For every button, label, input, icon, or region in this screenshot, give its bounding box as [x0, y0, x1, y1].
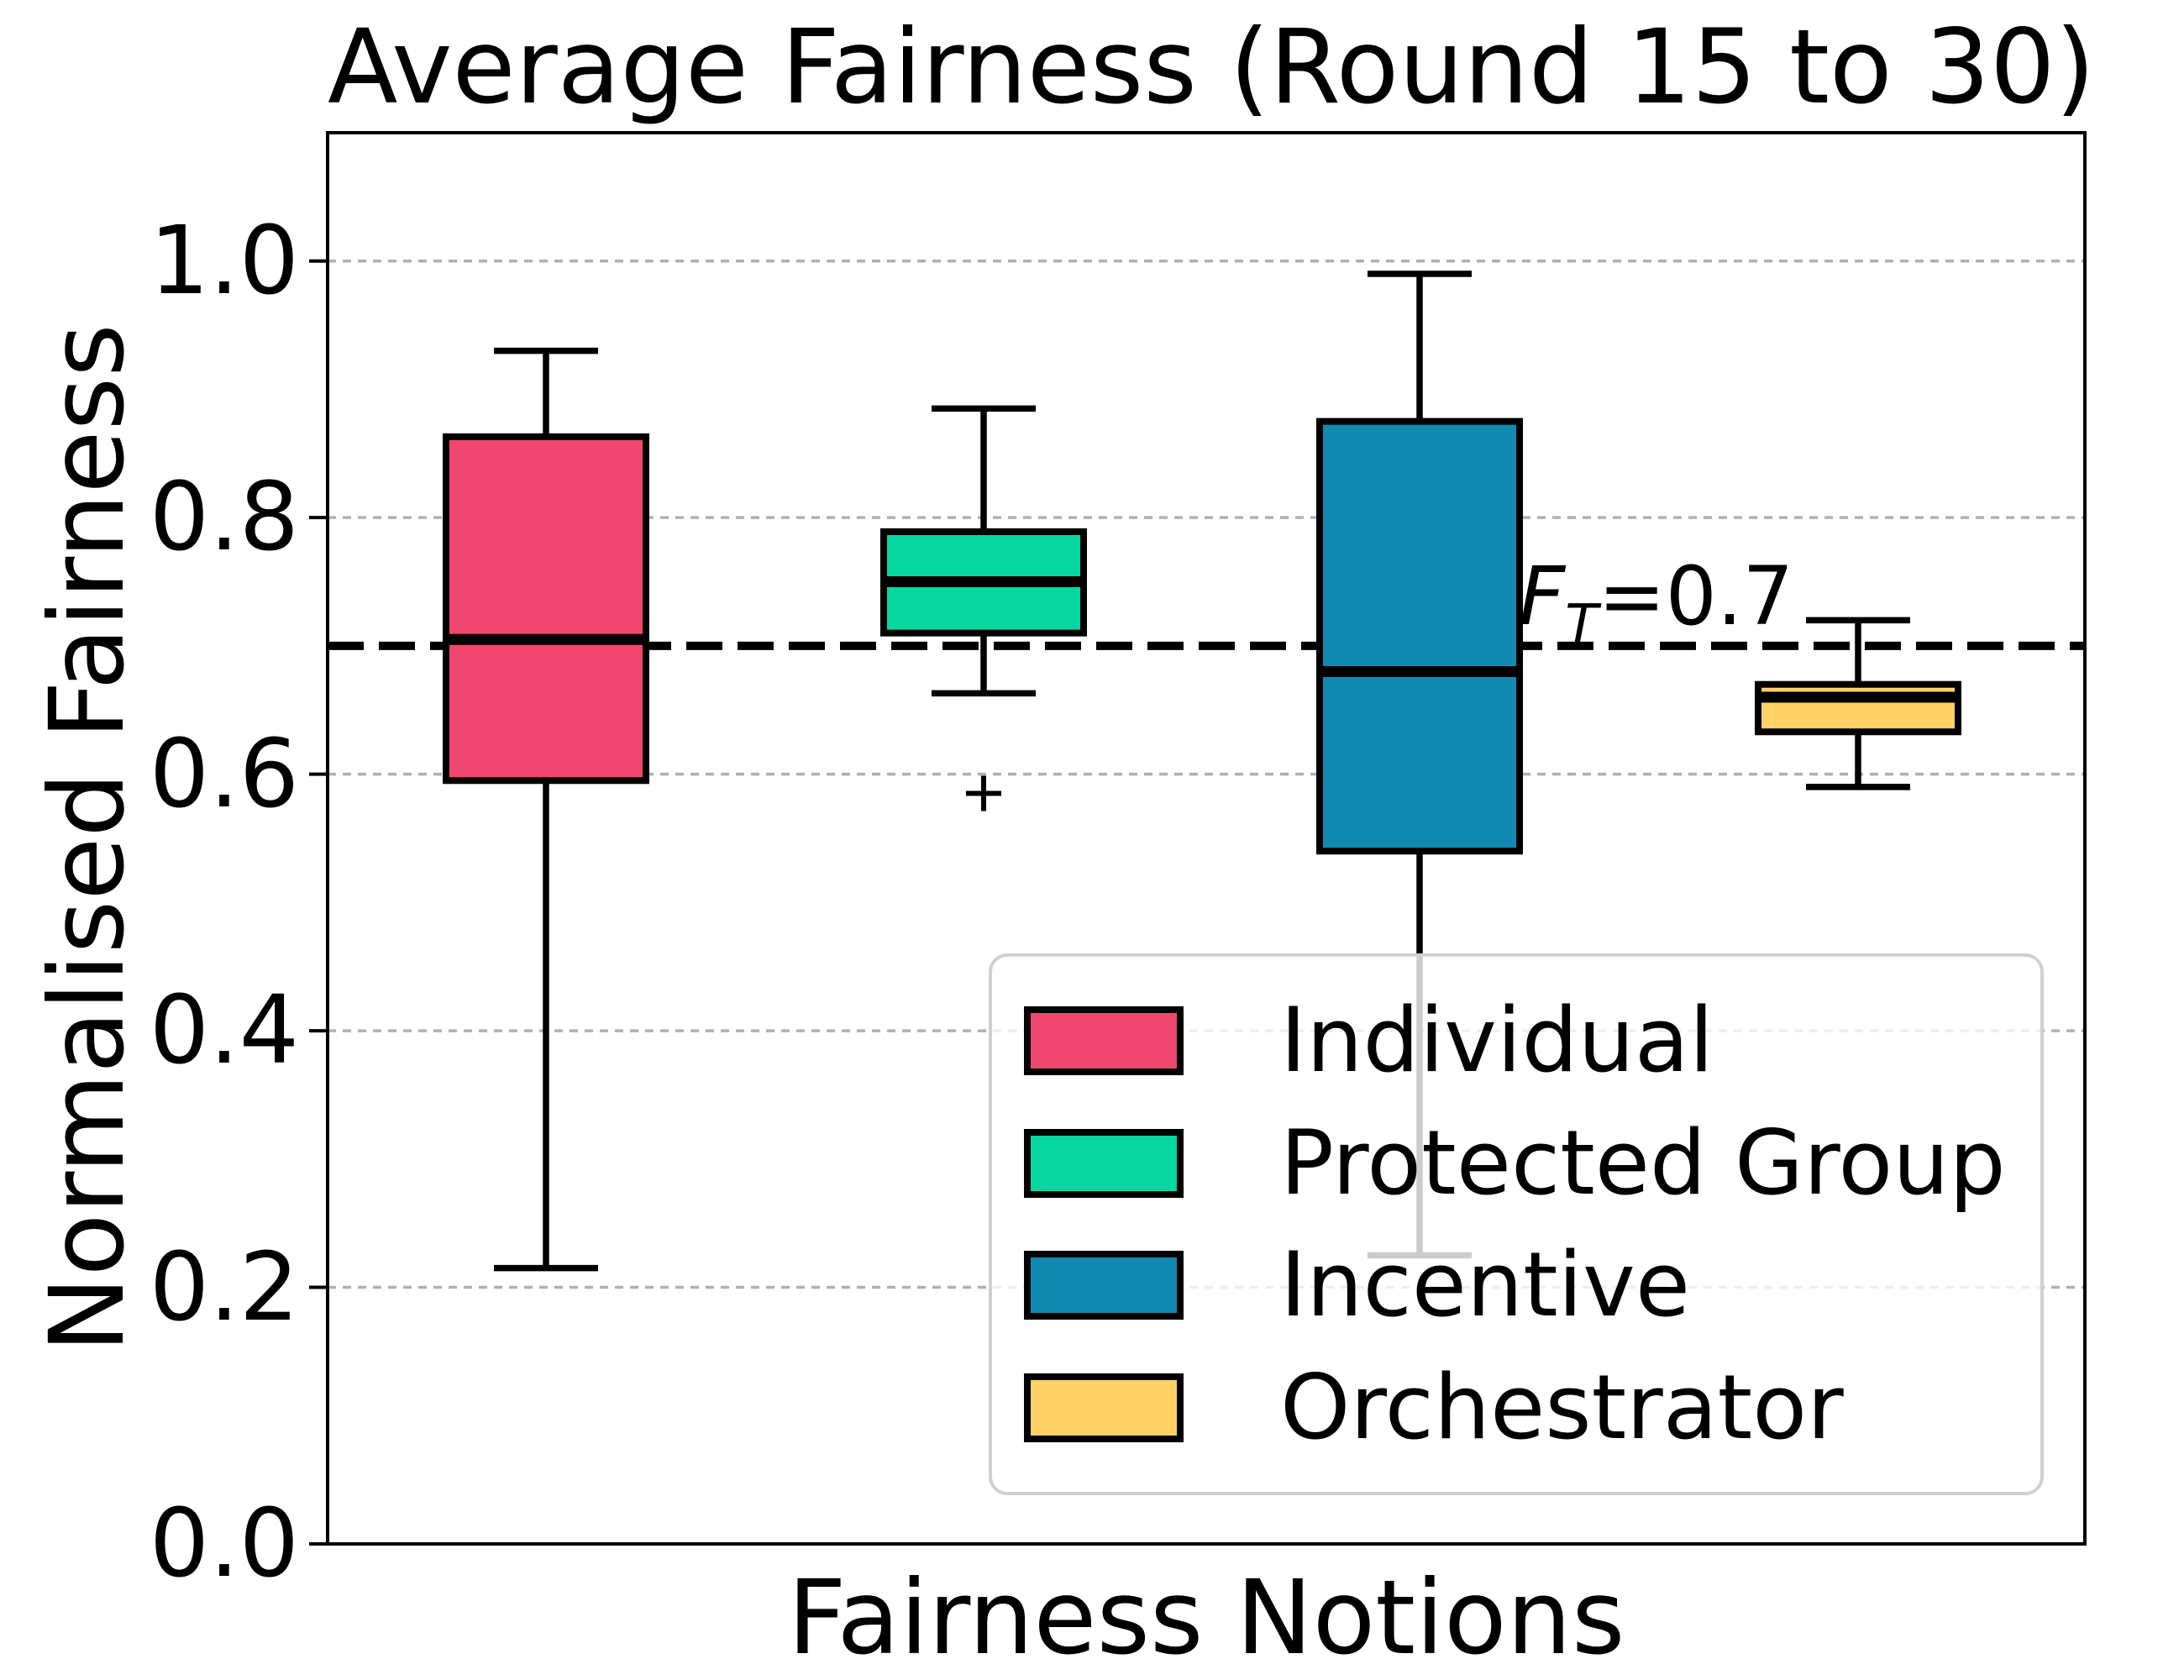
legend-item-protected-group: Protected Group: [1024, 1110, 2032, 1215]
annotation-subscript: T: [1565, 594, 1599, 656]
y-tick-label-0.8: 0.8: [149, 463, 299, 573]
y-tick-label-0.0: 0.0: [149, 1489, 299, 1599]
chart-title: Average Fairness (Round 15 to 30): [328, 8, 2096, 127]
legend-label-incentive: Incentive: [1280, 1233, 1691, 1337]
legend-label-individual: Individual: [1280, 989, 1714, 1093]
threshold-annotation: FT=0.7: [1519, 556, 1793, 652]
y-tick-label-0.2: 0.2: [149, 1232, 299, 1342]
legend-swatch-orchestrator: [1024, 1373, 1184, 1442]
legend-swatch-individual: [1024, 1006, 1184, 1076]
box-orchestrator: [1755, 680, 1961, 736]
y-tick-label-0.6: 0.6: [149, 719, 299, 829]
y-tick-label-1.0: 1.0: [149, 206, 299, 316]
legend-label-orchestrator: Orchestrator: [1280, 1355, 1844, 1459]
legend-swatch-protected-group: [1024, 1128, 1184, 1198]
box-individual: [443, 433, 649, 785]
legend-swatch-incentive: [1024, 1251, 1184, 1320]
box-incentive: [1316, 417, 1523, 855]
axes-frame: [326, 131, 2087, 1546]
legend-item-orchestrator: Orchestrator: [1024, 1355, 2032, 1459]
annotation-variable: F: [1519, 549, 1566, 643]
annotation-value: =0.7: [1598, 549, 1794, 643]
legend-label-protected-group: Protected Group: [1280, 1110, 2006, 1215]
legend: Individual Protected Group Incentive Orches…: [989, 953, 2044, 1495]
x-axis-label: Fairness Notions: [787, 1558, 1625, 1677]
y-tick-label-0.4: 0.4: [149, 976, 299, 1086]
legend-item-individual: Individual: [1024, 996, 2032, 1085]
legend-item-incentive: Incentive: [1024, 1241, 2032, 1330]
